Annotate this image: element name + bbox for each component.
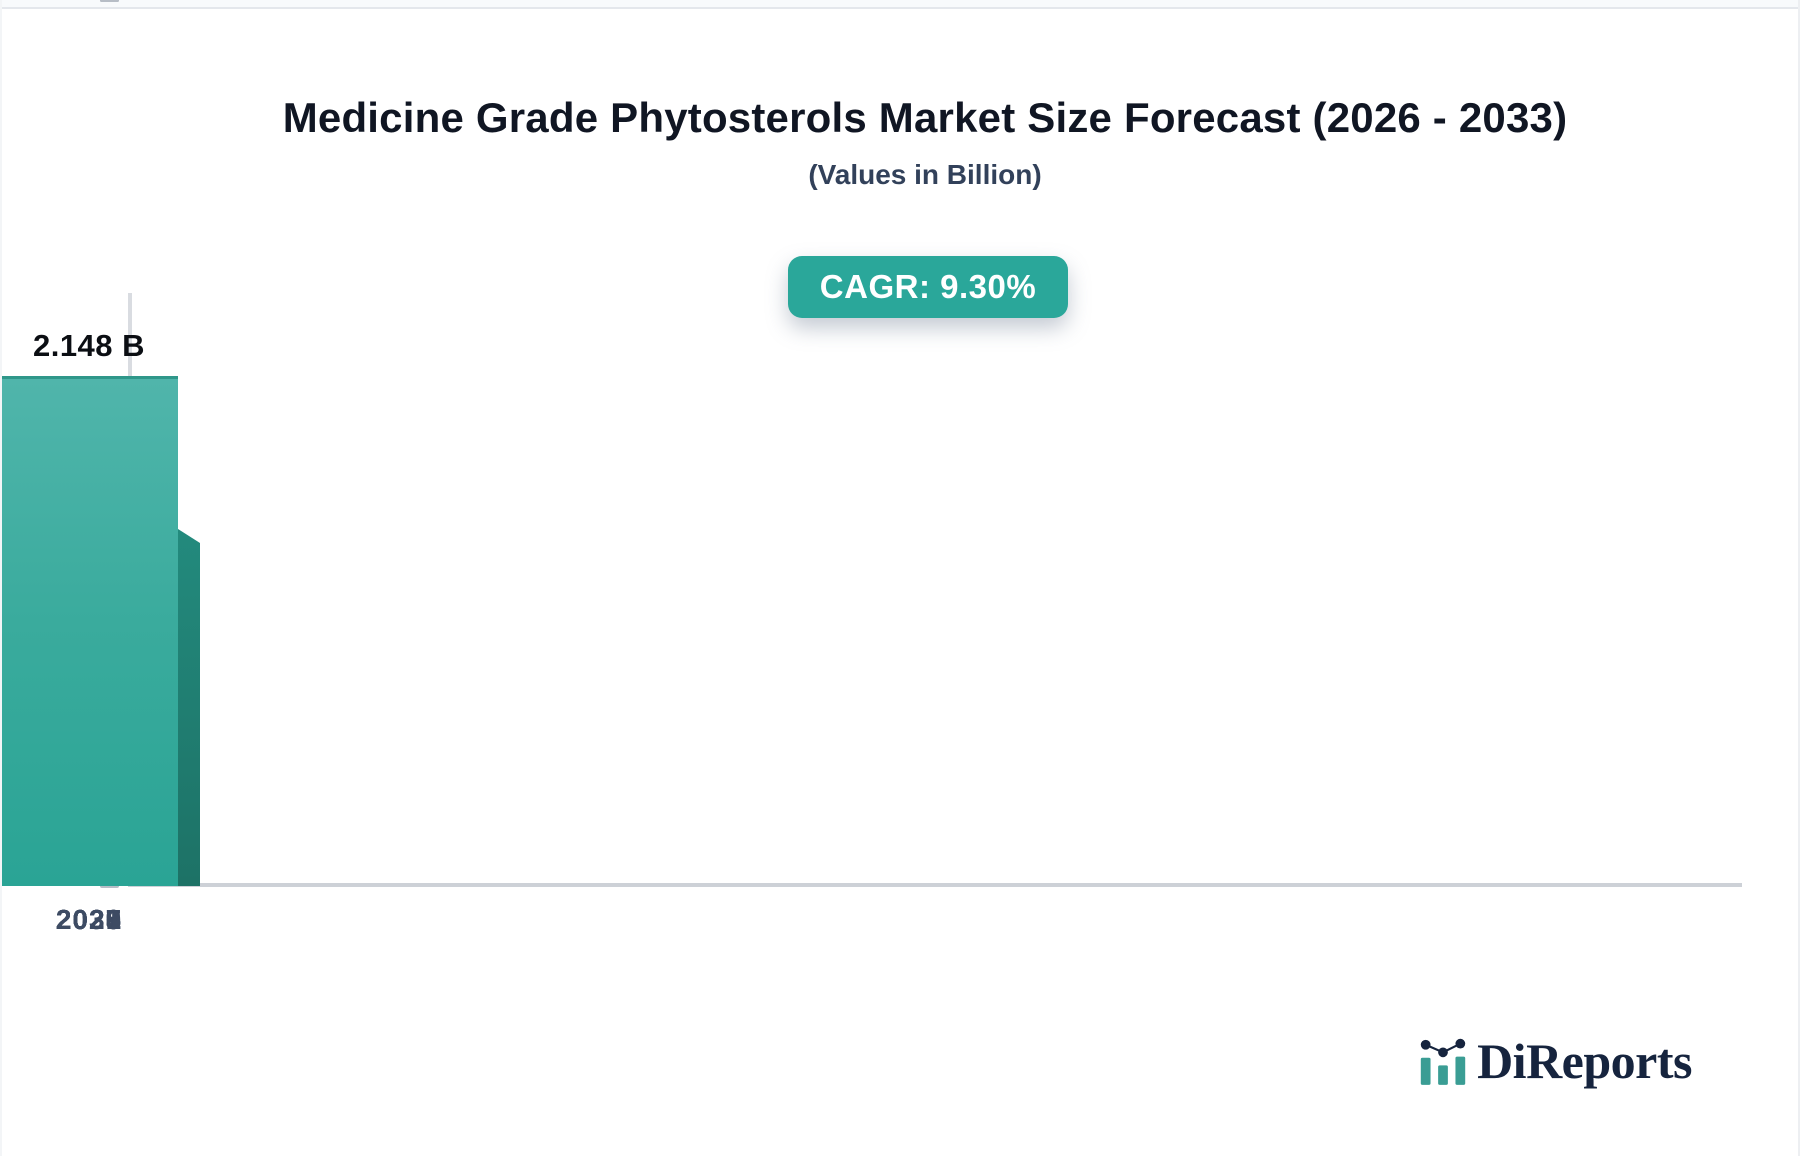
bar-face [0, 376, 178, 886]
direports-logo-icon [1420, 1038, 1466, 1085]
chart-header: Medicine Grade Phytosterols Market Size … [60, 0, 1790, 191]
y-tick-dash [100, 884, 119, 888]
cagr-badge-label: CAGR: 9.30% [819, 268, 1037, 305]
x-axis-label: 2026 [55, 904, 123, 935]
bar-value-label: 2.148 B [32, 328, 146, 363]
x-axis-label: 2031 [55, 904, 123, 935]
brand-name: DiReports [1477, 1033, 1692, 1089]
y-tick-dash [100, 0, 119, 2]
card-top-strip [0, 0, 1800, 9]
x-axis-label: 2027 [55, 904, 123, 935]
x-axis-label: 2025 [55, 904, 123, 935]
bar-3d-side [178, 529, 200, 886]
x-axis-label: 2030 [55, 904, 123, 935]
x-axis-label: 2028 [55, 904, 123, 935]
chart-subtitle: (Values in Billion) [808, 159, 1042, 191]
brand-logo: DiReports [1417, 1032, 1692, 1090]
chart-title: Medicine Grade Phytosterols Market Size … [282, 94, 1568, 141]
cagr-badge: CAGR: 9.30% [788, 256, 1068, 318]
x-axis-baseline [128, 883, 1742, 887]
x-axis-label: 2029 [55, 904, 123, 935]
bar-2031: 2.148 B 2031 [0, 328, 178, 935]
